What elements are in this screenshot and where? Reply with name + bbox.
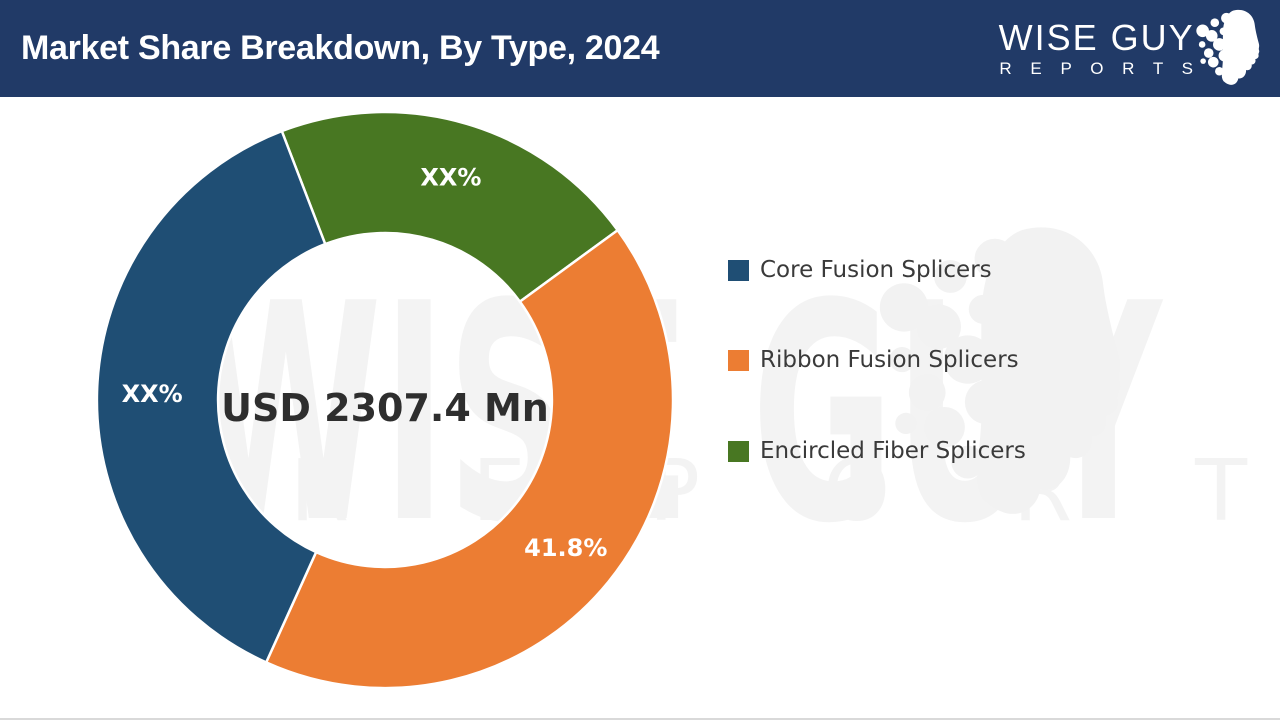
- watermark-subtitle: R E P O R T S: [290, 442, 1280, 541]
- legend-swatch-icon: [728, 350, 749, 372]
- donut-center-value: USD 2307.4 Mn: [221, 386, 549, 430]
- legend-item-ribbon-fusion-splicers: Ribbon Fusion Splicers: [728, 347, 1026, 374]
- logo-wordmark: WISE GUY: [998, 17, 1195, 58]
- logo-face-icon: [1196, 9, 1260, 85]
- legend-label: Core Fusion Splicers: [760, 257, 992, 283]
- chart-legend: Core Fusion Splicers Ribbon Fusion Splic…: [728, 257, 1026, 464]
- legend-item-core-fusion-splicers: Core Fusion Splicers: [728, 257, 1026, 283]
- legend-swatch-icon: [728, 260, 749, 282]
- page-title: Market Share Breakdown, By Type, 2024: [21, 29, 660, 67]
- legend-label: Ribbon Fusion Splicers: [760, 347, 1019, 374]
- chart-area: WISE GUY R E P O R T S XX%41.8%XX%USD 23…: [0, 97, 1280, 718]
- logo-text: WISE GUY R E P O R T S: [993, 17, 1200, 78]
- legend-item-encircled-fiber-splicers: Encircled Fiber Splicers: [728, 437, 1026, 464]
- donut-chart: XX% 41.8% XX% USD 2307.4 Mn: [95, 110, 675, 690]
- donut-segment-2: [95, 129, 327, 664]
- donut-segment-0: [280, 110, 619, 303]
- segment-label: XX%: [122, 380, 183, 408]
- footer-divider: [0, 718, 1280, 720]
- donut-segment-1: [264, 228, 675, 690]
- logo-subtitle: R E P O R T S: [999, 59, 1200, 78]
- wise-guy-reports-logo: WISE GUY R E P O R T S: [993, 0, 1272, 97]
- segment-label: XX%: [420, 164, 481, 192]
- header-bar: Market Share Breakdown, By Type, 2024 WI…: [0, 0, 1280, 97]
- segment-label: 41.8%: [524, 534, 607, 562]
- legend-label: Encircled Fiber Splicers: [760, 437, 1026, 464]
- legend-swatch-icon: [728, 440, 749, 462]
